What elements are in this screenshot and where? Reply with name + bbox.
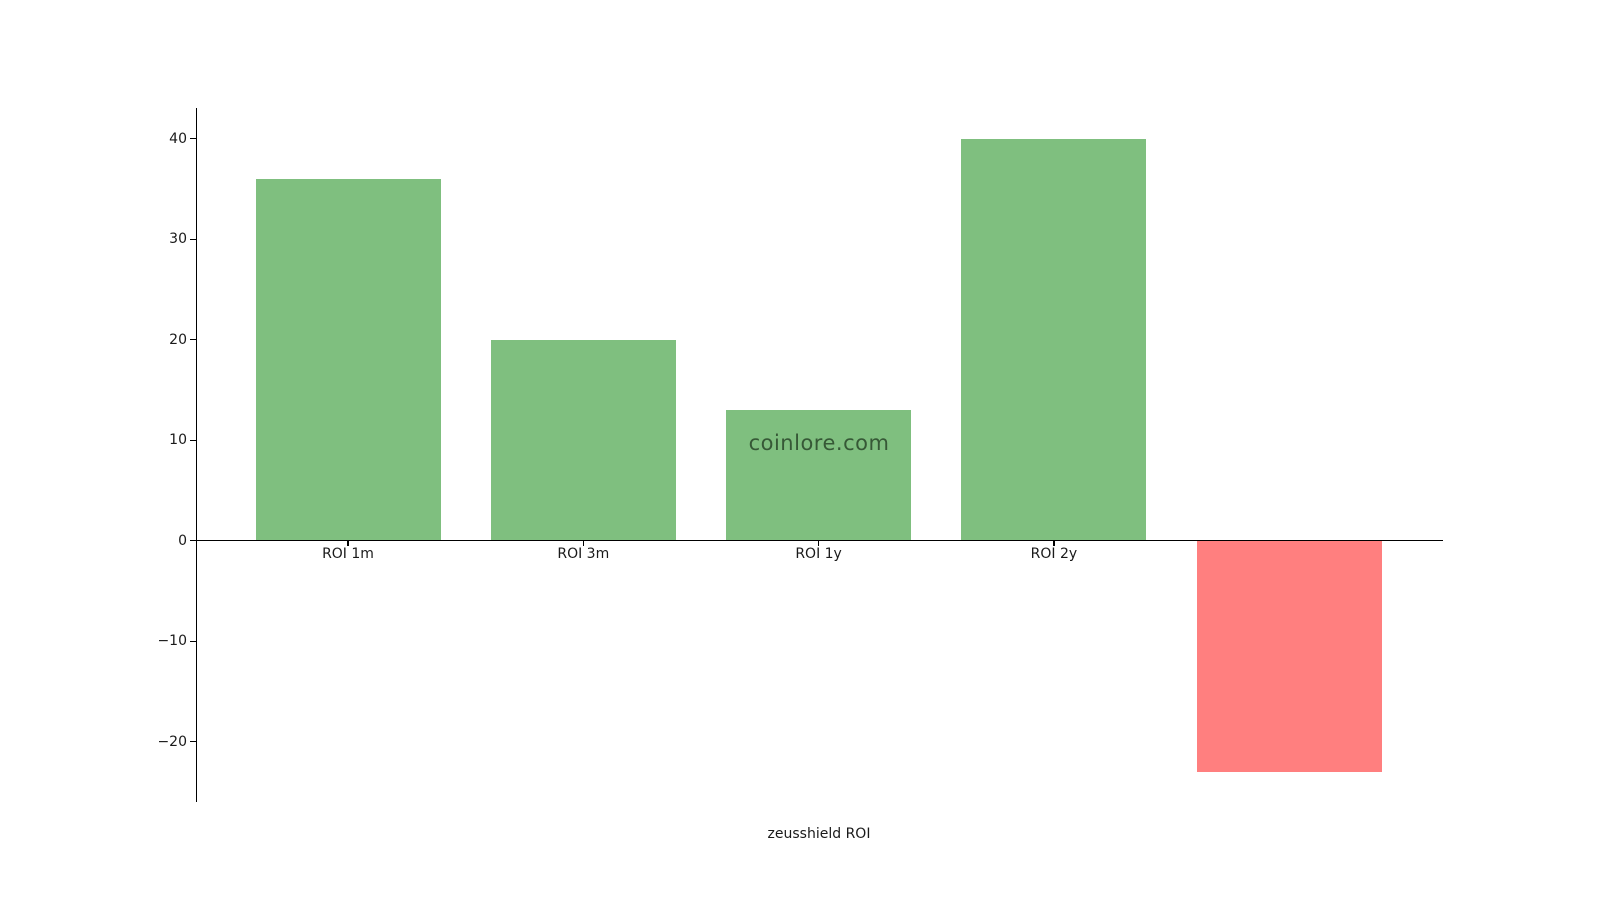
x-tick-mark-1 [347, 541, 349, 546]
y-tick-label-30: 30 [169, 231, 187, 248]
y-tick-mark--20 [190, 741, 196, 743]
bar-roi-2y [961, 138, 1147, 541]
bar-5 [1196, 540, 1382, 772]
y-tick-mark-10 [190, 439, 196, 441]
x-tick-mark-2 [582, 541, 584, 546]
x-tick-label-roi-1m: ROI 1m [322, 546, 374, 562]
x-tick-mark-4 [1053, 541, 1055, 546]
y-tick-mark-40 [190, 138, 196, 140]
bar-roi-1y [726, 410, 912, 541]
bar-roi-3m [490, 339, 676, 541]
x-tick-mark-3 [818, 541, 820, 546]
y-tick-mark--10 [190, 640, 196, 642]
y-tick-mark-20 [190, 339, 196, 341]
y-tick-label-10: 10 [169, 432, 187, 449]
watermark: coinlore.com [748, 431, 890, 455]
y-axis-line [195, 108, 197, 802]
y-tick-label-0: 0 [178, 532, 187, 549]
bar-roi-1m [255, 178, 441, 541]
y-tick-label-40: 40 [169, 130, 187, 147]
y-tick-label-20: 20 [169, 331, 187, 348]
x-axis-title: zeusshield ROI [767, 826, 871, 842]
x-tick-label-roi-1y: ROI 1y [795, 546, 842, 562]
y-tick-mark-0 [190, 540, 196, 542]
y-tick-label--20: −20 [157, 733, 187, 750]
x-tick-label-roi-2y: ROI 2y [1030, 546, 1078, 562]
y-tick-mark-30 [190, 238, 196, 240]
x-axis-line [196, 540, 1443, 542]
x-tick-label-roi-3m: ROI 3m [557, 546, 610, 562]
y-tick-label--10: −10 [157, 633, 187, 650]
